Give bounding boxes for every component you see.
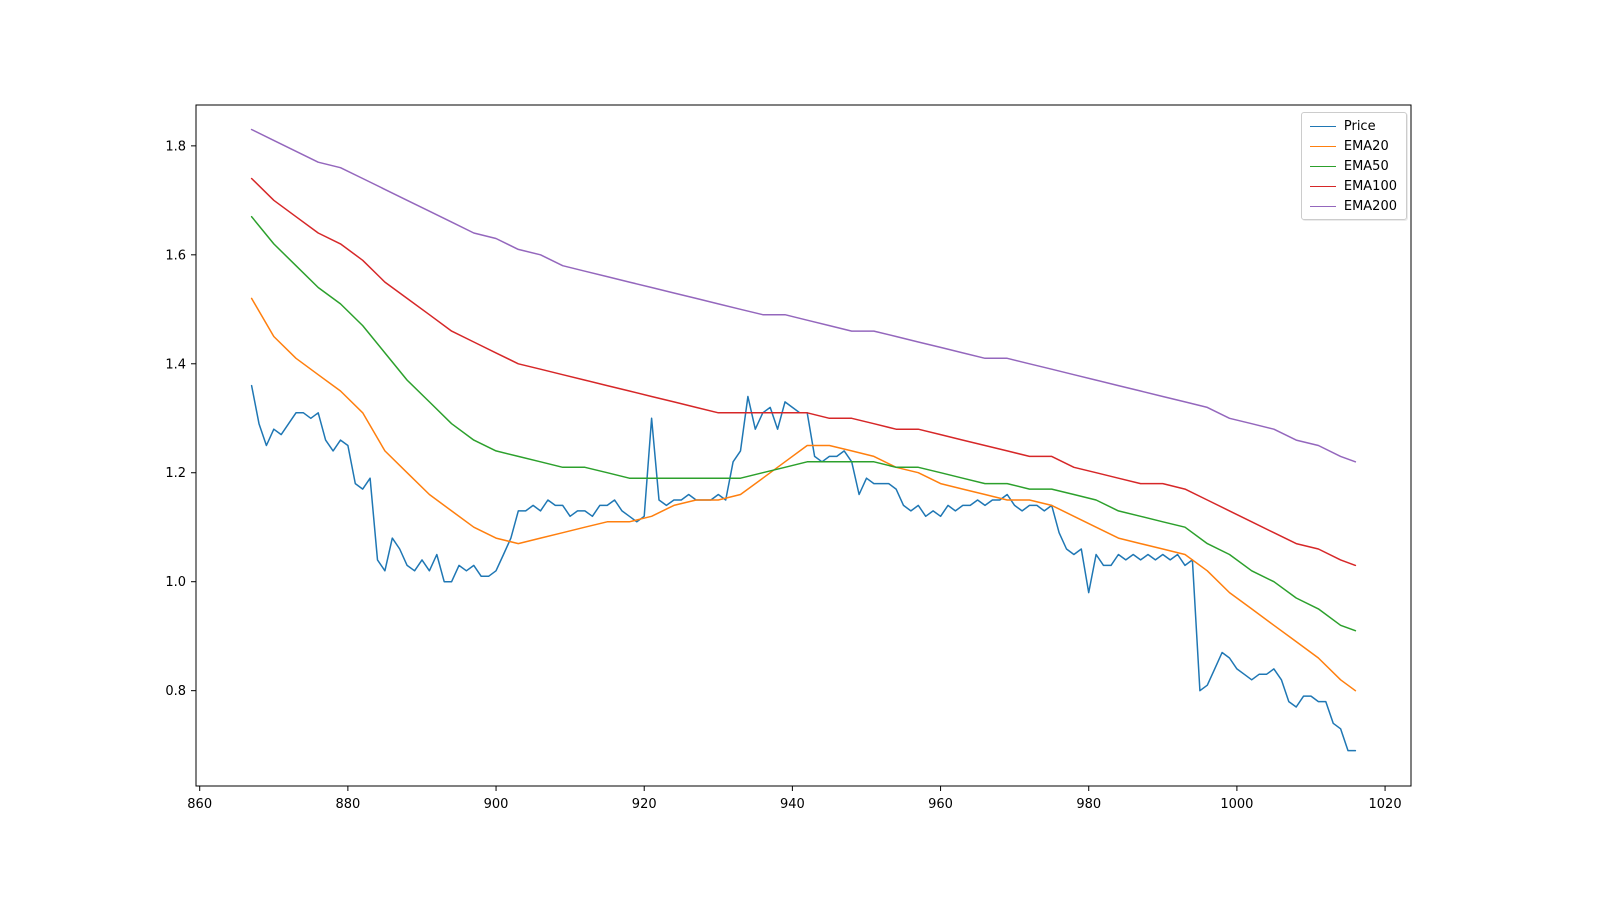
series-line-ema20: [250, 297, 1357, 692]
series-line-ema100: [250, 177, 1357, 567]
legend-item-price: Price: [1309, 118, 1397, 134]
x-tick-label: 860: [187, 797, 212, 812]
x-tick-label: 880: [335, 797, 360, 812]
legend-label: EMA200: [1343, 198, 1397, 214]
legend-line-sample: [1309, 205, 1336, 207]
legend: Price EMA20 EMA50 EMA100 EMA200: [1300, 112, 1407, 220]
series-line-ema50: [250, 215, 1357, 632]
legend-line-sample: [1309, 125, 1336, 127]
series-line-ema200: [250, 128, 1357, 463]
x-tick-label: 1020: [1369, 797, 1402, 812]
legend-line-sample: [1309, 185, 1336, 187]
x-tick-label: 920: [632, 797, 657, 812]
x-tick-label: 940: [780, 797, 805, 812]
series-line-price: [250, 384, 1357, 752]
y-tick-label: 1.8: [165, 139, 186, 154]
legend-item-ema100: EMA100: [1309, 178, 1397, 194]
axes-border: [195, 104, 1412, 787]
y-tick-label: 1.6: [165, 248, 186, 263]
x-tick-label: 960: [928, 797, 953, 812]
y-tick-label: 1.4: [165, 357, 186, 372]
legend-label: EMA50: [1343, 158, 1389, 174]
x-tick-label: 1000: [1220, 797, 1253, 812]
legend-item-ema50: EMA50: [1309, 158, 1397, 174]
legend-label: EMA20: [1343, 138, 1389, 154]
x-tick-label: 980: [1076, 797, 1101, 812]
legend-line-sample: [1309, 165, 1336, 167]
x-tick-label: 900: [484, 797, 509, 812]
y-tick-label: 1.0: [165, 575, 186, 590]
legend-item-ema20: EMA20: [1309, 138, 1397, 154]
legend-label: Price: [1343, 118, 1376, 134]
y-tick-label: 0.8: [165, 684, 186, 699]
legend-item-ema200: EMA200: [1309, 198, 1397, 214]
legend-label: EMA100: [1343, 178, 1397, 194]
y-tick-label: 1.2: [165, 466, 186, 481]
legend-line-sample: [1309, 145, 1336, 147]
